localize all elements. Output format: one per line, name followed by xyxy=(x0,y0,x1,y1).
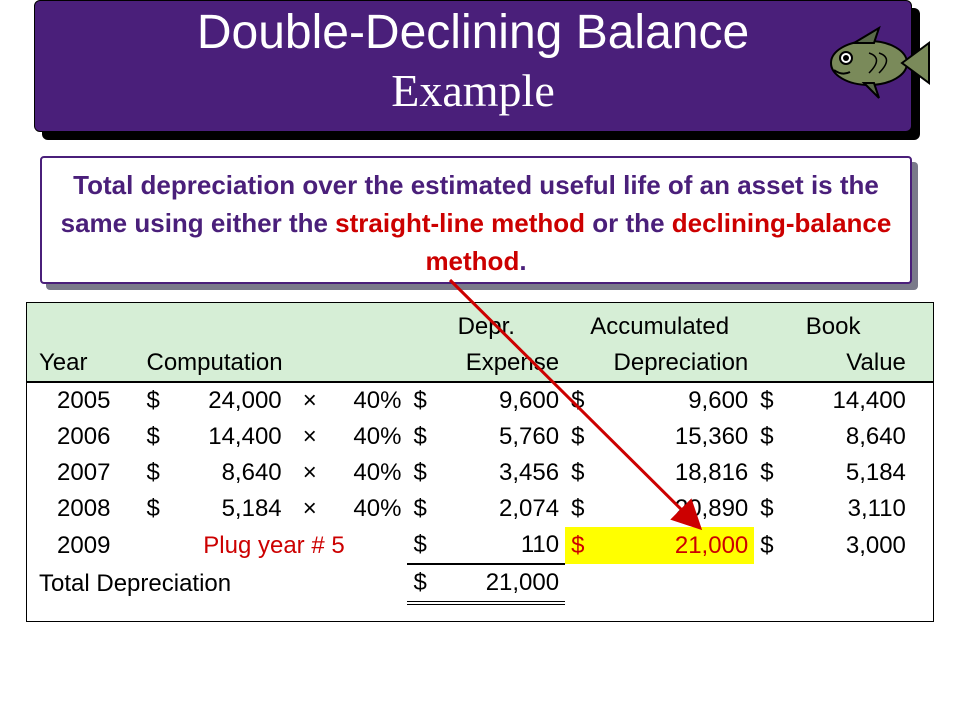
cell-exp-sym: $ xyxy=(407,382,447,419)
cell-comp-op: × xyxy=(288,455,332,491)
cell-exp-sym: $ xyxy=(407,419,447,455)
cell-comp-op: × xyxy=(288,419,332,455)
cell-year: 2008 xyxy=(27,491,141,527)
col-header-book-bot: Value xyxy=(754,345,912,382)
fish-icon xyxy=(814,18,934,108)
plug-year: 2009 xyxy=(27,527,141,564)
plug-acc-val: 21,000 xyxy=(605,527,754,564)
total-exp-sym: $ xyxy=(407,564,447,603)
total-row: Total Depreciation $ 21,000 xyxy=(27,564,933,603)
cell-exp-val: 2,074 xyxy=(447,491,565,527)
table-header-row-2: Year Computation Expense Depreciation Va… xyxy=(27,345,933,382)
cell-bv-sym: $ xyxy=(754,455,794,491)
cell-acc-val: 20,890 xyxy=(605,491,754,527)
note-post: . xyxy=(519,246,526,276)
table-row: 2008$5,184×40%$2,074$20,890$3,110 xyxy=(27,491,933,527)
cell-comp-pct: 40% xyxy=(332,491,408,527)
depreciation-table: Depr. Accumulated Book Year Computation … xyxy=(26,302,934,622)
plug-row: 2009 Plug year # 5 $ 110 $ 21,000 $ 3,00… xyxy=(27,527,933,564)
cell-acc-sym: $ xyxy=(565,419,605,455)
cell-comp-val: 14,400 xyxy=(180,419,287,455)
cell-comp-op: × xyxy=(288,382,332,419)
table-row: 2006$14,400×40%$5,760$15,360$8,640 xyxy=(27,419,933,455)
cell-bv-sym: $ xyxy=(754,382,794,419)
plug-computation: Plug year # 5 xyxy=(141,527,408,564)
cell-comp-sym: $ xyxy=(141,419,181,455)
cell-comp-sym: $ xyxy=(141,455,181,491)
cell-year: 2007 xyxy=(27,455,141,491)
cell-bv-sym: $ xyxy=(754,491,794,527)
cell-comp-pct: 40% xyxy=(332,455,408,491)
note-mid: or the xyxy=(585,208,672,238)
table-row: 2007$8,640×40%$3,456$18,816$5,184 xyxy=(27,455,933,491)
cell-bv-val: 5,184 xyxy=(794,455,912,491)
plug-exp-val: 110 xyxy=(447,527,565,564)
title-line-1: Double-Declining Balance xyxy=(35,3,911,63)
cell-acc-val: 15,360 xyxy=(605,419,754,455)
total-label: Total Depreciation xyxy=(27,564,407,603)
cell-year: 2006 xyxy=(27,419,141,455)
col-header-computation: Computation xyxy=(141,345,408,382)
cell-comp-sym: $ xyxy=(141,382,181,419)
plug-bv-sym: $ xyxy=(754,527,794,564)
plug-acc-sym: $ xyxy=(565,527,605,564)
cell-comp-val: 24,000 xyxy=(180,382,287,419)
cell-acc-val: 9,600 xyxy=(605,382,754,419)
cell-exp-sym: $ xyxy=(407,455,447,491)
plug-exp-sym: $ xyxy=(407,527,447,564)
note-box: Total depreciation over the estimated us… xyxy=(40,156,912,284)
col-header-book-top: Book xyxy=(754,309,912,345)
cell-comp-pct: 40% xyxy=(332,419,408,455)
cell-acc-val: 18,816 xyxy=(605,455,754,491)
cell-exp-sym: $ xyxy=(407,491,447,527)
col-header-year: Year xyxy=(27,345,141,382)
table-header-row-1: Depr. Accumulated Book xyxy=(27,309,933,345)
cell-bv-val: 8,640 xyxy=(794,419,912,455)
table-row: 2005$24,000×40%$9,600$9,600$14,400 xyxy=(27,382,933,419)
cell-comp-sym: $ xyxy=(141,491,181,527)
cell-exp-val: 5,760 xyxy=(447,419,565,455)
cell-exp-val: 9,600 xyxy=(447,382,565,419)
cell-comp-val: 8,640 xyxy=(180,455,287,491)
title-box: Double-Declining Balance Example xyxy=(34,0,912,132)
cell-bv-val: 14,400 xyxy=(794,382,912,419)
cell-acc-sym: $ xyxy=(565,491,605,527)
note-highlight-1: straight-line method xyxy=(335,208,585,238)
col-header-accum-bot: Depreciation xyxy=(565,345,754,382)
title-line-2: Example xyxy=(35,63,911,119)
cell-acc-sym: $ xyxy=(565,382,605,419)
total-exp-val: 21,000 xyxy=(447,564,565,603)
cell-comp-val: 5,184 xyxy=(180,491,287,527)
col-header-depr-top: Depr. xyxy=(407,309,565,345)
plug-bv-val: 3,000 xyxy=(794,527,912,564)
cell-comp-op: × xyxy=(288,491,332,527)
cell-bv-sym: $ xyxy=(754,419,794,455)
cell-bv-val: 3,110 xyxy=(794,491,912,527)
col-header-depr-bot: Expense xyxy=(407,345,565,382)
cell-year: 2005 xyxy=(27,382,141,419)
col-header-accum-top: Accumulated xyxy=(565,309,754,345)
cell-acc-sym: $ xyxy=(565,455,605,491)
cell-exp-val: 3,456 xyxy=(447,455,565,491)
cell-comp-pct: 40% xyxy=(332,382,408,419)
